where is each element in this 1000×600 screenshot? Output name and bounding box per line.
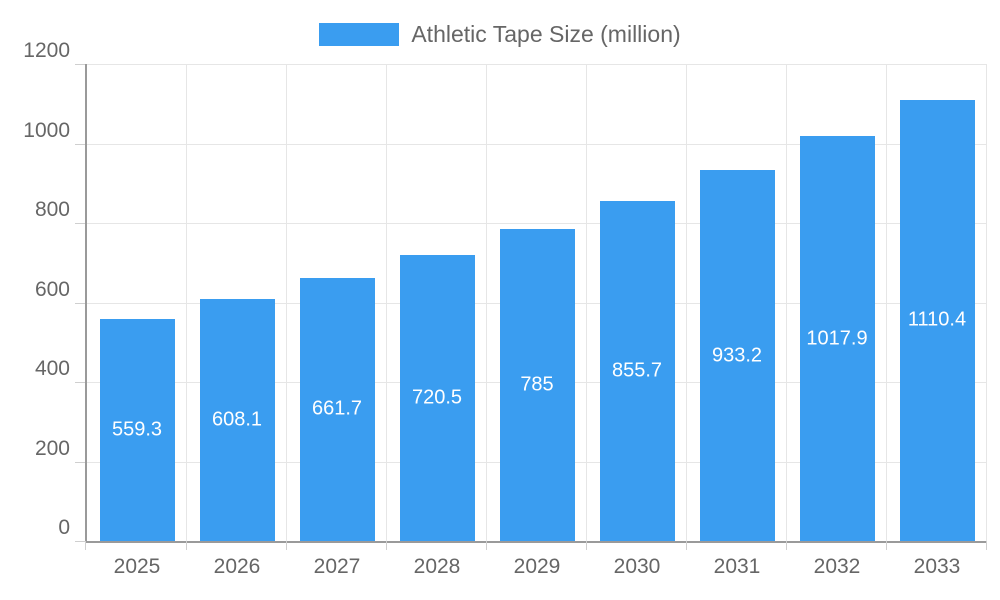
vertical-gridline [586,64,587,541]
bar-value-label: 785 [520,373,554,396]
plot-area: 0 200 400 600 800 1000 1200 559.3 2025 608.1 2026 6… [23,39,987,578]
y-axis-tick [75,302,85,304]
y-axis-tick-label: 200 [34,436,70,460]
x-axis-tick [586,541,587,550]
x-axis-tick [85,541,86,550]
x-axis-tick-label: 2027 [313,555,361,578]
x-axis-tick-label: 2028 [413,555,461,578]
vertical-gridline [786,64,787,541]
x-axis-tick [986,541,987,550]
vertical-gridline [686,64,687,541]
bar[interactable]: 1017.9 [799,136,875,541]
bar[interactable]: 855.7 [599,200,675,541]
x-axis-tick-label: 2032 [813,555,861,578]
legend[interactable]: Athletic Tape Size (million) [0,20,1000,48]
x-axis-tick [786,541,787,550]
y-axis-tick [75,64,85,65]
y-axis-tick-label: 0 [58,516,70,539]
x-axis-tick-label: 2026 [213,555,261,578]
y-axis-tick-label: 800 [34,198,70,222]
x-axis-tick-label: 2031 [713,555,761,578]
x-axis-tick [386,541,387,550]
horizontal-gridline [87,143,987,145]
horizontal-gridline [87,64,987,65]
bar[interactable]: 661.7 [299,277,375,541]
bar[interactable]: 1110.4 [899,99,975,541]
bar[interactable]: 559.3 [99,318,175,541]
legend-label: Athletic Tape Size (million) [411,21,681,47]
x-axis-tick [686,541,687,550]
bar[interactable]: 785 [499,228,575,541]
bar-value-label: 661.7 [311,397,363,420]
x-axis-tick-label: 2030 [613,555,661,578]
vertical-gridline [386,64,387,541]
x-axis-tick-label: 2025 [113,555,161,578]
horizontal-gridline [87,223,987,225]
legend-swatch [319,22,400,46]
x-axis-tick-label: 2029 [513,555,561,578]
y-axis-tick [75,382,85,384]
bar[interactable]: 608.1 [199,299,275,541]
bar-value-label: 608.1 [211,408,263,431]
x-axis-tick [186,541,187,550]
x-axis-tick [486,541,487,550]
bar[interactable]: 933.2 [699,170,775,541]
y-axis-tick [75,143,85,145]
x-axis-tick-label: 2033 [913,555,961,578]
bar-value-label: 933.2 [711,344,763,367]
bar-value-label: 720.5 [411,386,463,409]
x-axis-tick [286,541,287,550]
x-axis-tick [886,541,887,550]
vertical-gridline [286,64,287,541]
y-axis-tick-label: 600 [34,277,70,301]
y-axis-tick [75,223,85,225]
bar-value-label: 855.7 [611,359,663,382]
y-axis-tick-label: 1000 [23,118,70,142]
vertical-gridline [186,64,187,541]
vertical-gridline [486,64,487,541]
bar[interactable]: 720.5 [399,254,475,541]
bar-value-label: 1110.4 [907,308,967,331]
y-axis-tick-label: 400 [34,357,70,381]
y-axis-tick-label: 1200 [23,39,70,62]
vertical-gridline [986,64,987,541]
vertical-gridline [886,64,887,541]
bar-value-label: 559.3 [111,418,163,441]
bar-value-label: 1017.9 [806,327,868,350]
y-axis-tick [75,461,85,463]
y-axis-tick [75,541,85,542]
